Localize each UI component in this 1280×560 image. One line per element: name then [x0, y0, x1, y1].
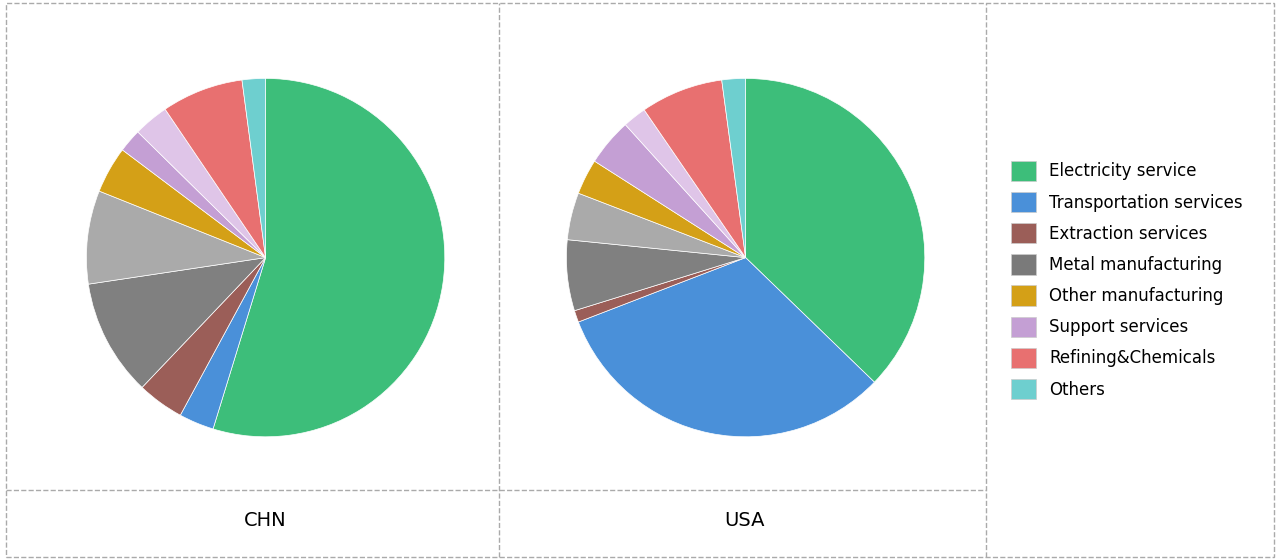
Wedge shape — [567, 240, 746, 311]
Wedge shape — [138, 109, 266, 258]
Wedge shape — [142, 258, 266, 415]
Wedge shape — [212, 78, 444, 437]
Legend: Electricity service, Transportation services, Extraction services, Metal manufac: Electricity service, Transportation serv… — [1006, 156, 1248, 404]
Wedge shape — [575, 258, 746, 322]
Wedge shape — [626, 110, 746, 258]
Wedge shape — [123, 132, 266, 258]
Wedge shape — [579, 161, 746, 258]
Wedge shape — [722, 78, 746, 258]
Wedge shape — [594, 125, 746, 258]
Wedge shape — [165, 80, 266, 258]
Wedge shape — [87, 191, 266, 284]
Wedge shape — [180, 258, 266, 429]
Wedge shape — [88, 258, 266, 388]
Wedge shape — [644, 80, 746, 258]
Wedge shape — [745, 78, 924, 382]
Text: CHN: CHN — [243, 511, 287, 530]
Wedge shape — [567, 193, 746, 258]
Wedge shape — [242, 78, 266, 258]
Wedge shape — [100, 150, 266, 258]
Text: USA: USA — [724, 511, 765, 530]
Wedge shape — [579, 258, 874, 437]
